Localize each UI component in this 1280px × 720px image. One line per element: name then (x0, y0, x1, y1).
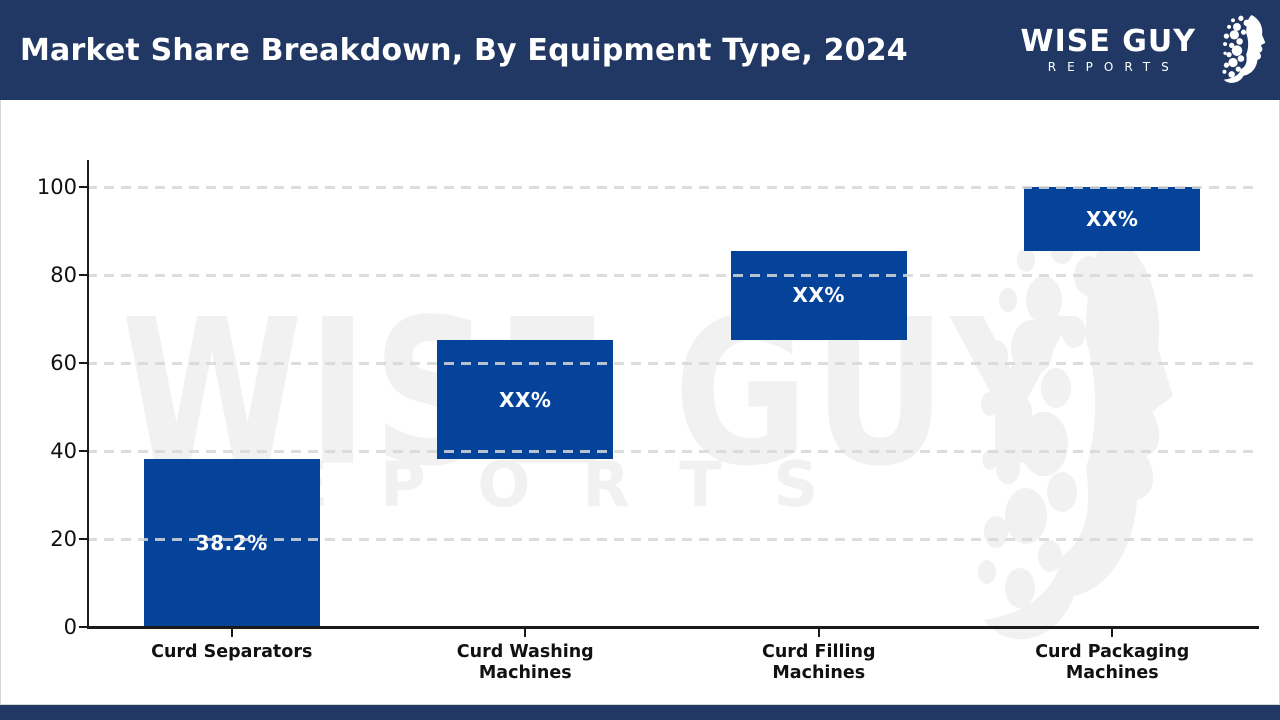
category-label: Curd Separators (151, 642, 313, 662)
logo-line2: REPORTS (1047, 60, 1180, 74)
x-axis-tick (524, 629, 527, 637)
bar-segment: XX% (437, 340, 614, 459)
logo-wordmark: WISE GUY REPORTS (1020, 24, 1196, 75)
category-label: Curd Packaging Machines (1035, 642, 1190, 683)
gridline (87, 273, 1259, 277)
y-axis-line (87, 160, 89, 629)
y-axis-tick-label: 60 (50, 351, 77, 375)
waterfall-chart: 0 20 40 60 80 100 38.2% XX% XX% XX% Curd Separator… (1, 100, 1279, 704)
gridline (87, 449, 1259, 453)
header-bar: Market Share Breakdown, By Equipment Typ… (0, 0, 1280, 100)
y-axis-tick (79, 626, 87, 628)
bar-segment: XX% (1024, 187, 1201, 251)
footer-bar (0, 705, 1280, 720)
x-axis-tick (1111, 629, 1114, 637)
bar-value-label: 38.2% (195, 530, 268, 555)
logo-line1: WISE GUY (1020, 24, 1196, 59)
bar-value-label: XX% (1086, 206, 1139, 231)
y-axis-tick (79, 450, 87, 452)
x-axis-tick (230, 629, 233, 637)
y-axis-tick (79, 538, 87, 540)
x-axis-tick (817, 629, 820, 637)
dotted-head-icon (1200, 12, 1266, 88)
y-axis-tick-label: 80 (50, 263, 77, 287)
gridline (87, 537, 1259, 541)
y-axis-tick (79, 362, 87, 364)
gridline (87, 185, 1259, 189)
bar-value-label: XX% (499, 387, 552, 412)
gridline (87, 361, 1259, 365)
bar-segment: 38.2% (143, 458, 320, 627)
chart-area: WISE GUY REPORTS 0 20 40 60 80 100 38.2% XX% XX%… (0, 100, 1280, 705)
category-label: Curd Filling Machines (762, 642, 876, 683)
y-axis-tick-label: 40 (50, 439, 77, 463)
page-title: Market Share Breakdown, By Equipment Typ… (20, 32, 908, 68)
y-axis-tick-label: 20 (50, 527, 77, 551)
y-axis-tick-label: 0 (63, 615, 77, 639)
y-axis-tick (79, 186, 87, 188)
bar-value-label: XX% (792, 283, 845, 308)
y-axis-tick (79, 274, 87, 276)
y-axis-tick-label: 100 (36, 175, 77, 199)
category-label: Curd Washing Machines (456, 642, 594, 683)
bar-segment: XX% (730, 250, 907, 341)
x-axis-line (87, 626, 1259, 629)
wiseguy-logo: WISE GUY REPORTS (1020, 8, 1266, 92)
